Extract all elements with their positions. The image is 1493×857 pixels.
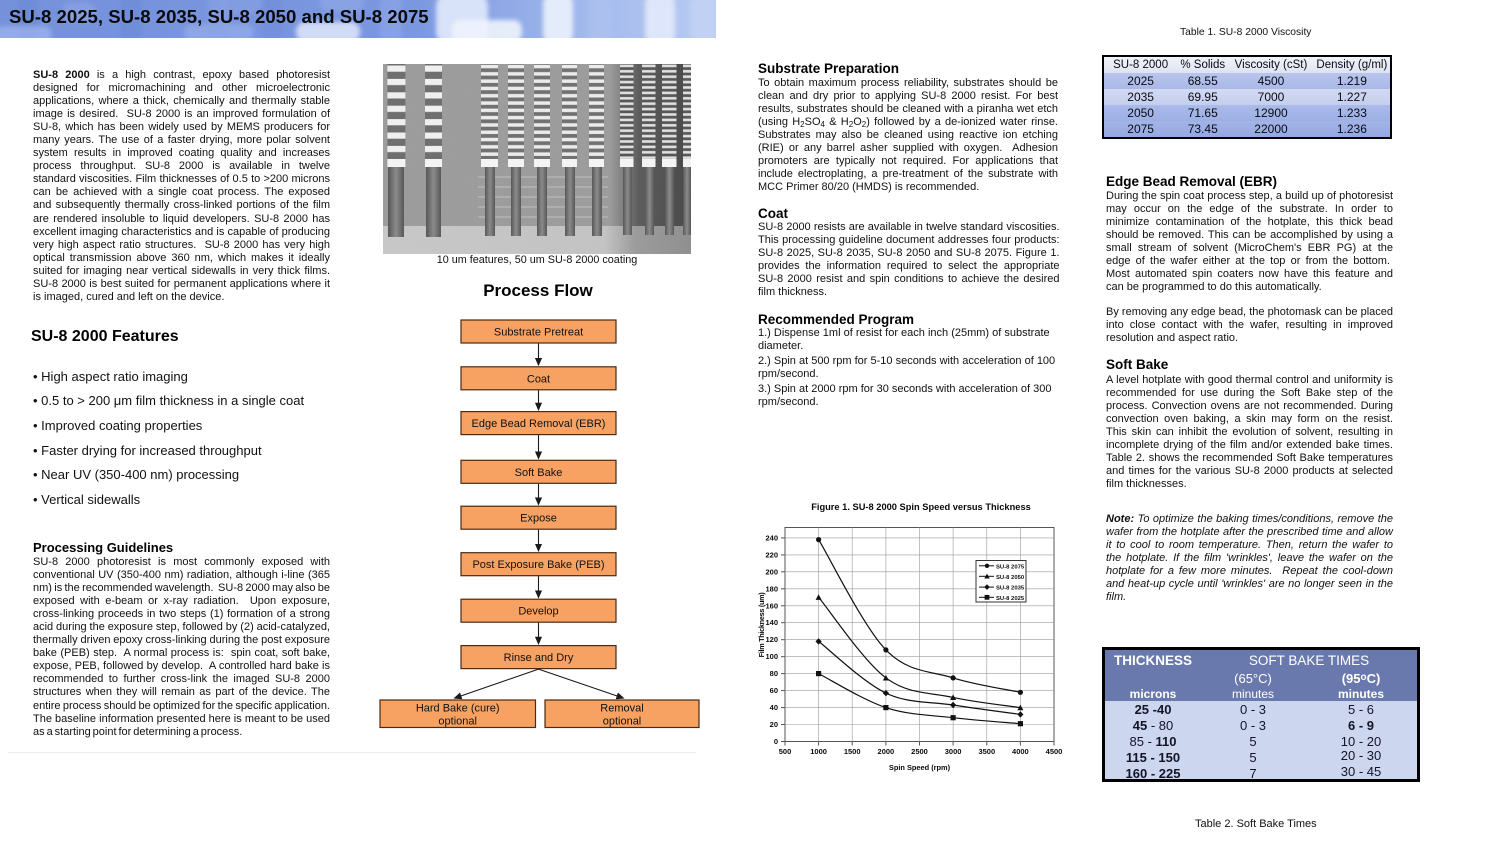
svg-text:SU-8 2050: SU-8 2050: [996, 575, 1025, 581]
svg-text:optional: optional: [438, 716, 477, 728]
svg-text:Rinse and Dry: Rinse and Dry: [504, 652, 574, 664]
svg-text:100: 100: [765, 652, 778, 661]
svg-text:Coat: Coat: [527, 373, 550, 385]
svg-text:Post Exposure Bake (PEB): Post Exposure Bake (PEB): [472, 559, 604, 571]
svg-text:4500: 4500: [1046, 747, 1063, 756]
svg-text:200: 200: [765, 567, 778, 576]
svg-text:Removal: Removal: [600, 703, 643, 715]
svg-text:2000: 2000: [878, 747, 895, 756]
svg-text:1500: 1500: [844, 747, 861, 756]
svg-text:SU-8 2075: SU-8 2075: [996, 564, 1025, 570]
svg-text:Film Thickness (um): Film Thickness (um): [757, 592, 766, 658]
svg-text:Substrate Pretreat: Substrate Pretreat: [494, 327, 583, 339]
svg-text:SU-8 2025: SU-8 2025: [996, 596, 1025, 602]
svg-text:240: 240: [765, 533, 778, 542]
svg-text:Spin Speed (rpm): Spin Speed (rpm): [889, 763, 951, 772]
svg-text:0: 0: [774, 737, 778, 746]
svg-text:Soft Bake: Soft Bake: [515, 467, 563, 479]
svg-text:Develop: Develop: [518, 606, 558, 618]
svg-text:500: 500: [779, 747, 792, 756]
svg-text:Hard Bake (cure): Hard Bake (cure): [416, 703, 500, 715]
svg-text:160: 160: [765, 601, 778, 610]
svg-text:80: 80: [770, 669, 778, 678]
svg-text:SU-8 2035: SU-8 2035: [996, 586, 1025, 592]
svg-text:Expose: Expose: [520, 513, 557, 525]
svg-text:60: 60: [770, 686, 778, 695]
svg-text:220: 220: [765, 550, 778, 559]
svg-text:optional: optional: [603, 716, 642, 728]
svg-text:Figure 1. SU-8 2000 Spin Speed: Figure 1. SU-8 2000 Spin Speed versus Th…: [811, 502, 1031, 512]
svg-text:3000: 3000: [945, 747, 962, 756]
svg-text:3500: 3500: [978, 747, 995, 756]
svg-text:120: 120: [765, 635, 778, 644]
svg-text:1000: 1000: [810, 747, 827, 756]
svg-text:4000: 4000: [1012, 747, 1029, 756]
svg-text:140: 140: [765, 618, 778, 627]
svg-text:SU-8 2025, SU-8 2035, SU-8 205: SU-8 2025, SU-8 2035, SU-8 2050 and SU-8…: [9, 6, 429, 27]
svg-text:2500: 2500: [911, 747, 928, 756]
svg-text:180: 180: [765, 584, 778, 593]
svg-text:20: 20: [770, 720, 778, 729]
svg-text:40: 40: [770, 703, 778, 712]
svg-text:Edge Bead Removal (EBR): Edge Bead Removal (EBR): [472, 418, 606, 430]
